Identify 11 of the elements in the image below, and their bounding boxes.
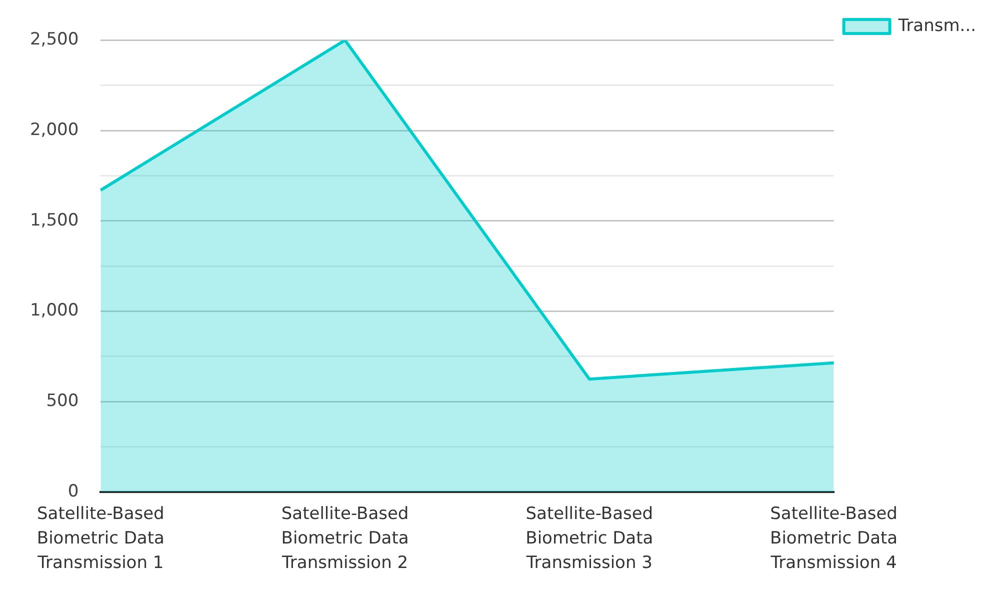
legend-label: Transm... [897, 16, 976, 36]
x-tick-label: Satellite-Based Biometric Data Transmission 4 [770, 504, 898, 574]
y-tick-label: 2,000 [30, 120, 79, 140]
y-tick-label: 500 [46, 391, 79, 412]
x-tick-label: Satellite-Based Biometric Data Transmission 3 [525, 504, 654, 574]
y-tick-label: 2,500 [30, 30, 79, 50]
y-tick-label: 1,500 [30, 210, 79, 230]
y-tick-label: 0 [68, 481, 79, 502]
x-tick-label: Satellite-Based Biometric Data Transmission 1 [36, 504, 164, 574]
x-tick-label: Satellite-Based Biometric Data Transmission 2 [281, 504, 409, 574]
y-tick-label: 1,000 [30, 300, 79, 321]
